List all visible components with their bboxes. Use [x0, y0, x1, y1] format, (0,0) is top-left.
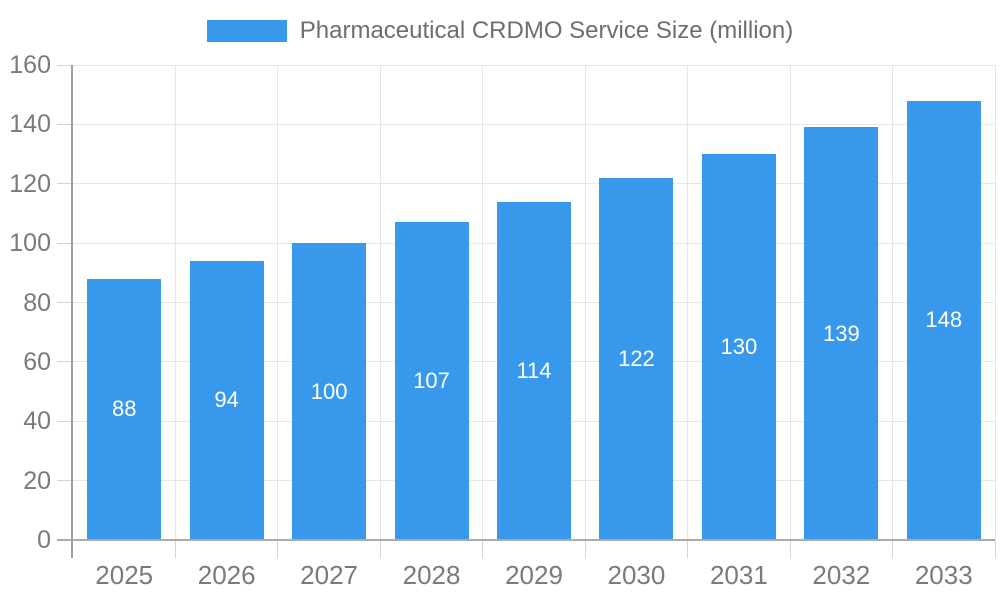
x-axis-tick	[379, 540, 381, 558]
x-axis-tick	[174, 540, 176, 558]
gridline-v	[687, 65, 689, 540]
y-axis-tick	[57, 302, 73, 303]
bar-value-label: 122	[618, 345, 655, 371]
gridline-h	[73, 183, 995, 185]
legend-label: Pharmaceutical CRDMO Service Size (milli…	[299, 17, 794, 44]
y-tick-label: 20	[23, 466, 51, 495]
y-axis-tick	[57, 480, 73, 482]
y-tick-label: 0	[37, 526, 51, 554]
x-tick-label: 2025	[95, 560, 154, 590]
gridline-h	[73, 123, 995, 125]
bar-value-label: 88	[111, 396, 137, 422]
x-axis-tick	[482, 540, 484, 558]
x-tick-label: 2028	[402, 560, 461, 590]
x-tick-label: 2026	[197, 560, 256, 590]
y-axis-tick	[57, 420, 73, 422]
legend-item[interactable]: Pharmaceutical CRDMO Service Size (milli…	[0, 14, 1000, 48]
y-axis-tick	[57, 242, 73, 244]
plot-area: 0 20 40 60 80 100 120 140 160 88 94 100 107 114 122 130…	[9, 51, 996, 590]
x-axis-line	[57, 539, 995, 541]
legend-swatch	[206, 20, 287, 42]
x-axis-tick	[687, 540, 689, 558]
y-tick-label: 140	[9, 110, 51, 139]
y-axis-tick	[57, 64, 73, 66]
bar-value-label: 148	[925, 307, 963, 333]
x-axis-tick	[584, 540, 586, 558]
bar[interactable]: 130	[701, 154, 776, 540]
gridline-v	[994, 65, 996, 540]
x-axis-tick	[892, 540, 894, 558]
bar[interactable]: 139	[804, 127, 879, 540]
bar[interactable]: 107	[394, 222, 469, 540]
x-tick-label: 2029	[505, 560, 563, 590]
bar[interactable]: 114	[497, 201, 571, 540]
x-tick-label: 2031	[709, 560, 768, 590]
gridline-v	[892, 65, 894, 540]
x-tick-label: 2032	[812, 560, 871, 590]
y-tick-label: 120	[9, 169, 51, 198]
x-axis-tick	[277, 540, 279, 558]
y-axis-tick	[57, 123, 73, 125]
gridline-h	[73, 64, 995, 66]
y-tick-label: 160	[9, 51, 51, 79]
bar-value-label: 100	[310, 378, 348, 404]
y-axis-tick	[57, 361, 73, 363]
x-tick-label: 2027	[300, 560, 359, 590]
bar[interactable]: 88	[87, 278, 162, 540]
y-tick-label: 100	[9, 229, 51, 258]
bar-value-label: 107	[413, 368, 450, 394]
x-tick-label: 2033	[914, 560, 973, 590]
gridline-v	[482, 65, 484, 540]
bar[interactable]: 94	[189, 260, 264, 540]
bar-value-label: 94	[214, 387, 239, 413]
bar[interactable]: 148	[906, 100, 981, 540]
gridline-v	[174, 65, 176, 540]
gridline-v	[379, 65, 381, 540]
y-tick-label: 80	[23, 288, 51, 317]
bar[interactable]: 100	[292, 243, 367, 540]
bar[interactable]: 122	[599, 177, 674, 540]
bar-value-label: 130	[720, 334, 758, 360]
y-tick-label: 40	[23, 407, 51, 436]
x-axis-tick	[789, 540, 791, 558]
y-tick-label: 60	[23, 347, 51, 376]
y-axis-line	[71, 65, 73, 558]
x-axis-tick	[994, 540, 996, 558]
y-axis-tick	[57, 183, 73, 185]
bar-value-label: 114	[516, 357, 552, 383]
bar-value-label: 139	[822, 320, 860, 346]
gridline-v	[584, 65, 586, 540]
x-tick-label: 2030	[607, 560, 666, 590]
gridline-v	[789, 65, 791, 540]
gridline-v	[277, 65, 279, 540]
